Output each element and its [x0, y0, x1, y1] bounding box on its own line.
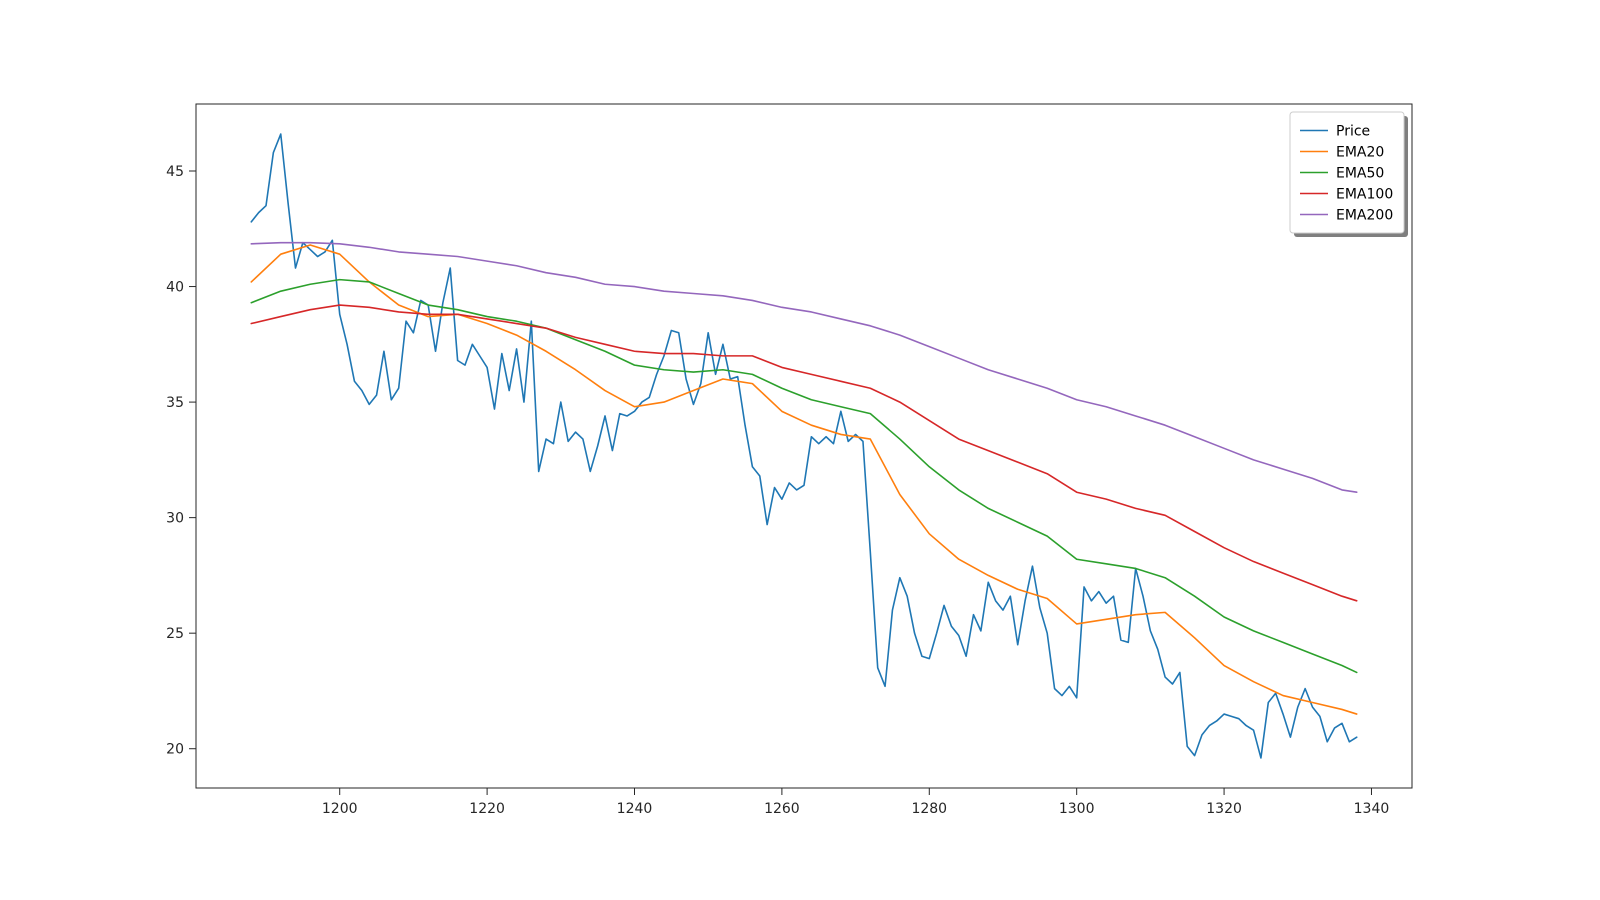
x-tick-label: 1280	[911, 801, 947, 817]
legend-entry: EMA200	[1300, 208, 1393, 224]
x-tick-label: 1240	[617, 801, 653, 817]
plot-background	[196, 104, 1412, 788]
series-ema100-line	[250, 304, 1358, 602]
y-tick-label: 25	[166, 626, 184, 642]
y-tick-label: 35	[166, 395, 184, 411]
legend-entry: EMA20	[1300, 145, 1384, 161]
series-ema200-line	[250, 241, 1358, 494]
legend-entry: Price	[1300, 124, 1370, 140]
y-tick-label: 40	[166, 280, 184, 296]
legend-box	[1289, 111, 1405, 234]
legend-label: Price	[1336, 124, 1370, 140]
axes-spines	[195, 103, 1413, 789]
x-tick-label: 1300	[1059, 801, 1095, 817]
series-ema50-line	[250, 278, 1358, 674]
legend-entry: EMA100	[1300, 187, 1393, 203]
y-tick-label: 20	[166, 742, 184, 758]
legend-label: EMA50	[1336, 166, 1384, 182]
legend: Price EMA20 EMA50 EMA100 EMA200	[1289, 111, 1408, 237]
series-ema20-line	[250, 244, 1358, 715]
x-tick-label: 1320	[1206, 801, 1242, 817]
x-tick-label: 1340	[1354, 801, 1390, 817]
series-price-line	[250, 133, 1358, 759]
legend-label: EMA100	[1336, 187, 1393, 203]
y-tick-label: 30	[166, 511, 184, 527]
legend-label: EMA20	[1336, 145, 1384, 161]
legend-entry: EMA50	[1300, 166, 1384, 182]
x-tick-label: 1260	[764, 801, 800, 817]
y-tick-label: 45	[166, 164, 184, 180]
x-tick-label: 1220	[469, 801, 505, 817]
legend-label: EMA200	[1336, 208, 1393, 224]
x-tick-label: 1200	[322, 801, 358, 817]
